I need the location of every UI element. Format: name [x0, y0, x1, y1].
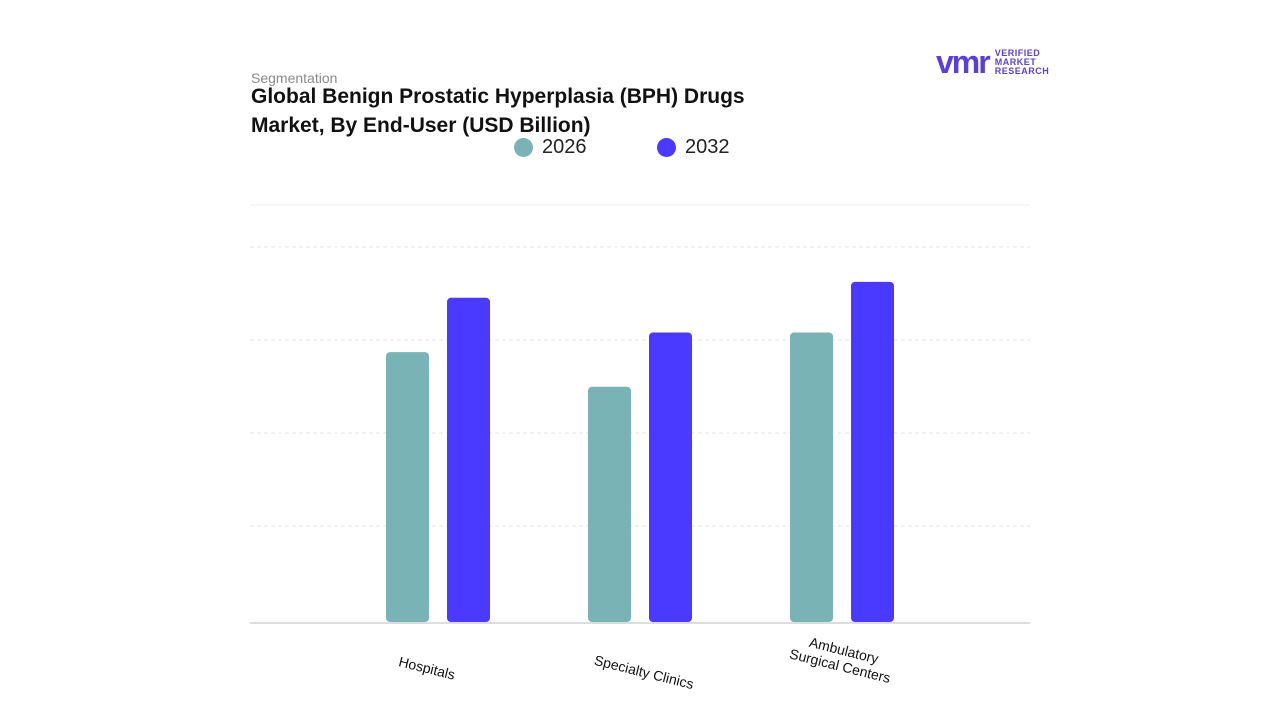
legend-swatch	[657, 138, 676, 157]
bars	[386, 281, 894, 622]
legend-item: 2026	[514, 136, 587, 159]
logo-mark: vmr	[936, 44, 991, 80]
legend-label: 2032	[685, 136, 730, 158]
bar	[386, 352, 429, 622]
logo-text: VERIFIED MARKET RESEARCH	[994, 48, 1050, 76]
logo: vmr VERIFIED MARKET RESEARCH	[936, 44, 1057, 81]
gridlines	[250, 246, 1030, 527]
legend-label: 2026	[542, 136, 587, 158]
bar	[588, 386, 631, 622]
bar	[790, 332, 833, 622]
legend-swatch	[514, 138, 533, 157]
legend-item: 2032	[657, 136, 730, 159]
eyebrow: Segmentation	[251, 70, 338, 86]
bar	[851, 281, 894, 622]
bar	[649, 332, 692, 622]
bar	[447, 297, 490, 622]
chart-title: Global Benign Prostatic Hyperplasia (BPH…	[251, 85, 745, 137]
